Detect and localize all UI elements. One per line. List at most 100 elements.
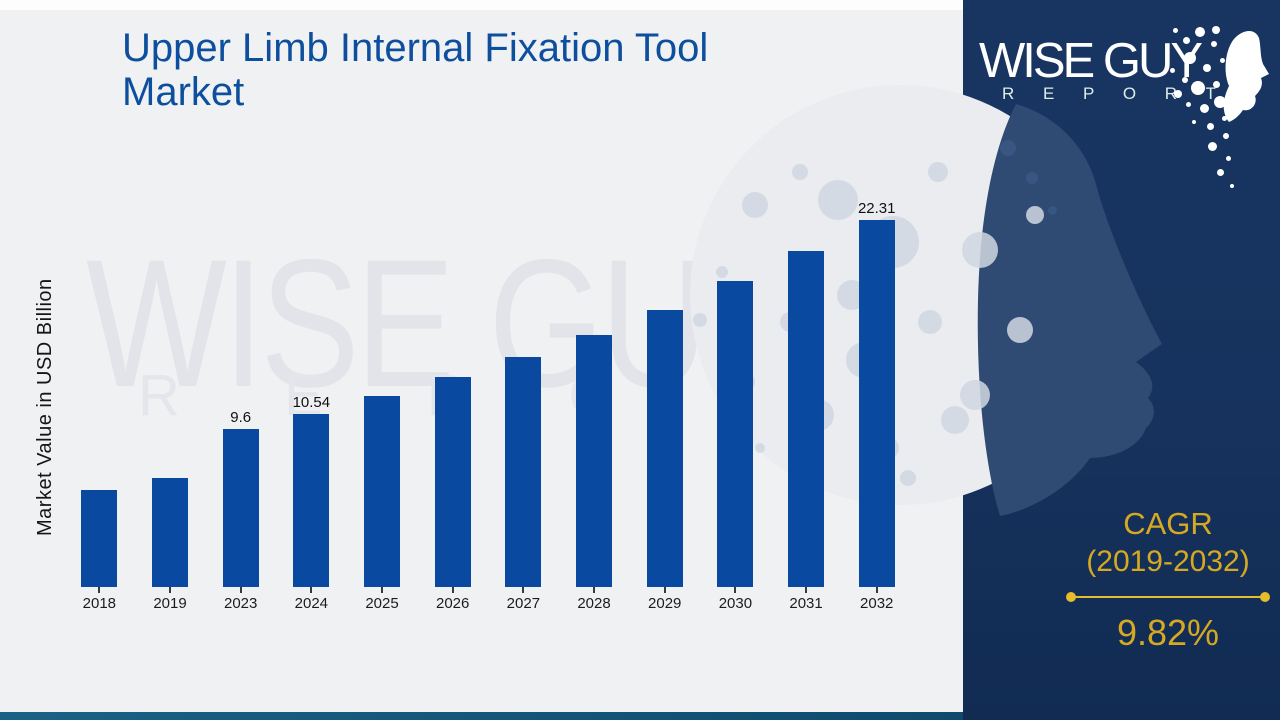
bar-2025: [364, 396, 401, 587]
axis-tick: [593, 587, 596, 593]
axis-tick: [169, 587, 171, 593]
logo-dot: [1182, 36, 1190, 44]
bar-column: 2030: [700, 281, 771, 612]
bar-2028: [576, 334, 613, 587]
logo-dot: [1216, 168, 1224, 176]
logo-dot: [1203, 64, 1211, 72]
bar-2031: [788, 251, 825, 587]
circle-texture-dot: [928, 162, 948, 182]
bar-2019: [152, 478, 188, 587]
circle-texture-dot: [1007, 317, 1033, 343]
axis-tick: [451, 587, 454, 593]
face-texture-dot: [1026, 172, 1038, 184]
bar-2023: [222, 429, 259, 587]
axis-tick: [805, 587, 808, 593]
bar-chart: 2018 2019 9.6 2023 10.54 2024 2025 2026 2027 2028…: [64, 170, 912, 612]
axis-tick: [734, 587, 737, 593]
circle-texture-dot: [716, 266, 728, 278]
circle-texture-dot: [941, 406, 969, 434]
logo-dot: [1174, 90, 1182, 98]
cagr-block: CAGR (2019-2032) 9.82%: [1066, 506, 1270, 654]
axis-tick: [875, 587, 878, 593]
face-texture-dot: [1047, 205, 1057, 215]
logo-dot: [1207, 141, 1217, 151]
axis-tick: [239, 587, 242, 593]
logo-dot: [1184, 52, 1196, 64]
x-axis-label: 2023: [223, 595, 258, 612]
logo-dot: [1169, 67, 1175, 73]
bar-column: 2029: [629, 309, 700, 612]
bar-2029: [646, 309, 683, 587]
logo-dot: [1223, 133, 1229, 139]
circle-texture-dot: [742, 192, 768, 218]
bar-column: 2028: [559, 334, 630, 612]
circle-texture-dot: [900, 470, 916, 486]
x-axis-label: 2028: [577, 595, 611, 612]
bar-column: 2031: [771, 251, 842, 612]
bar-column: 2025: [347, 396, 418, 612]
x-axis-label: 2024: [294, 595, 329, 612]
logo-dot: [1230, 184, 1234, 188]
circle-texture-dot: [1026, 206, 1044, 224]
logo-dot: [1212, 80, 1220, 88]
bar-column: 2027: [488, 356, 559, 612]
bar-2024: [293, 413, 330, 587]
axis-tick: [522, 587, 525, 593]
logo-dot: [1225, 155, 1231, 161]
x-axis-label: 2031: [789, 595, 823, 612]
logo-dot: [1219, 57, 1225, 63]
x-axis-label: 2025: [365, 595, 399, 612]
bar-2032: [858, 220, 895, 587]
axis-tick: [310, 587, 313, 593]
logo-dot: [1199, 103, 1209, 113]
circle-texture-dot: [960, 380, 990, 410]
axis-tick: [381, 587, 384, 593]
bar-value-label: 10.54: [292, 393, 331, 411]
logo-dot: [1221, 115, 1227, 121]
logo-dot: [1211, 41, 1217, 47]
top-band: [0, 0, 1280, 10]
logo-wordmark: WISE GUY: [979, 34, 1203, 88]
x-axis-label: 2019: [153, 595, 187, 612]
x-axis-label: 2027: [506, 595, 541, 612]
logo-dot: [1172, 27, 1178, 33]
cagr-title: CAGR: [1123, 506, 1213, 541]
bar-2026: [434, 377, 471, 587]
x-axis-label: 2029: [648, 595, 682, 612]
logo-subtitle: R E P O R T S: [1002, 84, 1268, 103]
logo-dot: [1214, 96, 1226, 108]
cagr-value: 9.82%: [1116, 611, 1220, 653]
circle-texture-dot: [818, 180, 858, 220]
circle-texture-dot: [693, 313, 707, 327]
circle-texture-dot: [792, 164, 808, 180]
bar-2027: [505, 356, 542, 587]
bar-value-label: 9.6: [230, 409, 252, 427]
bar-value-label: 22.31: [857, 200, 896, 217]
bar-column: 22.31 2032: [841, 200, 912, 612]
bar-column: 2026: [417, 377, 488, 612]
x-axis-label: 2032: [860, 595, 894, 612]
cagr-range: (2019-2032): [1086, 544, 1250, 578]
x-axis-label: 2030: [718, 595, 753, 612]
axis-tick: [98, 587, 101, 593]
y-axis-label: Market Value in USD Billion: [34, 278, 56, 536]
face-texture-dot: [1000, 140, 1016, 156]
axis-tick: [663, 587, 666, 593]
bar-column: 2019: [135, 478, 206, 612]
bar-column: 10.54 2024: [276, 394, 347, 612]
logo-dot: [1185, 101, 1191, 107]
logo-dot: [1182, 77, 1188, 83]
circle-texture-dot: [918, 310, 942, 334]
logo-dot: [1212, 26, 1220, 34]
cagr-divider-line: [1066, 591, 1270, 602]
x-axis-label: 2026: [436, 595, 470, 612]
bar-column: 2018: [64, 489, 135, 612]
circle-texture-dot: [962, 232, 998, 268]
x-axis-label: 2018: [82, 595, 117, 612]
logo-dot: [1195, 27, 1205, 37]
logo-dot: [1206, 122, 1214, 130]
logo-dot: [1191, 81, 1205, 95]
logo-dot: [1192, 120, 1196, 124]
page-title: Upper Limb Internal Fixation Tool Market: [122, 26, 709, 114]
